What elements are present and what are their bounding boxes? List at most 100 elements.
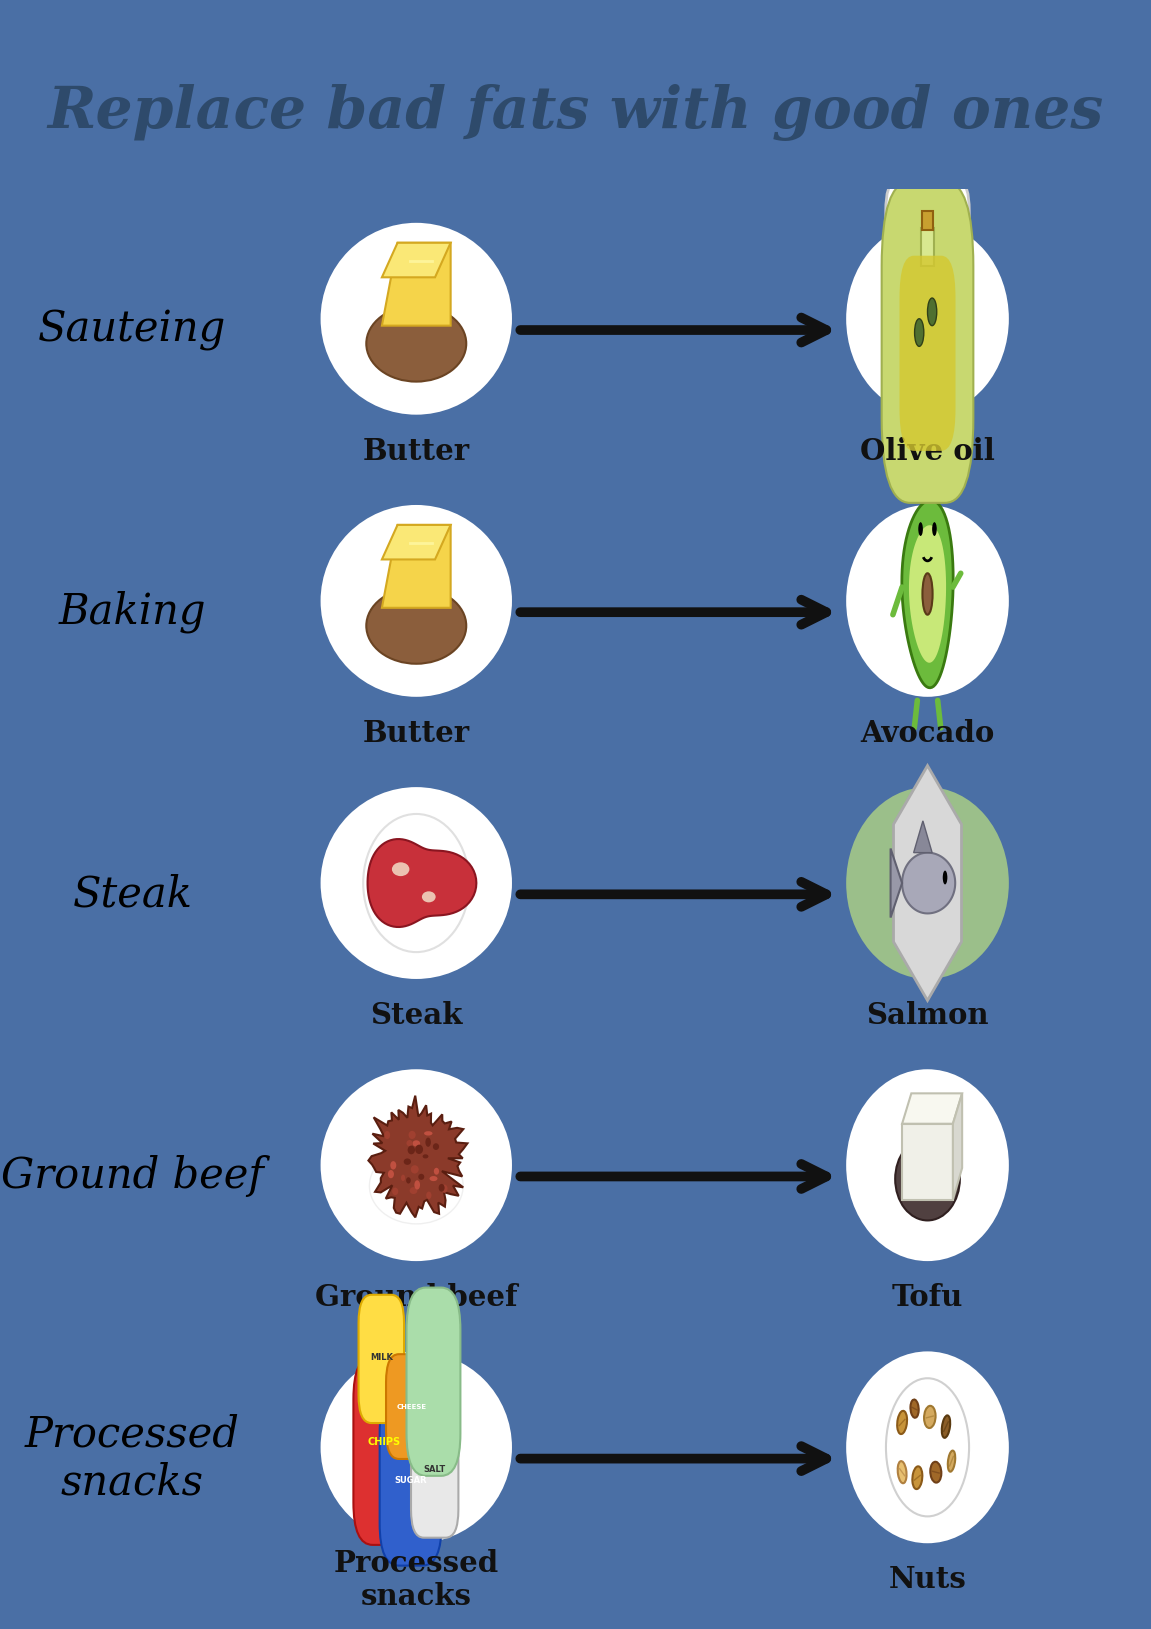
Text: Replace bad fats with good ones: Replace bad fats with good ones xyxy=(47,83,1104,140)
Text: CHEESE: CHEESE xyxy=(396,1404,426,1409)
Circle shape xyxy=(915,319,924,347)
Ellipse shape xyxy=(384,1131,390,1139)
Ellipse shape xyxy=(947,1450,955,1471)
Text: Avocado: Avocado xyxy=(861,718,994,748)
Ellipse shape xyxy=(429,1176,437,1181)
FancyBboxPatch shape xyxy=(406,1287,460,1476)
Circle shape xyxy=(943,870,947,885)
Text: Steak: Steak xyxy=(73,873,192,915)
Text: Sauteing: Sauteing xyxy=(38,310,227,350)
FancyBboxPatch shape xyxy=(359,1295,404,1424)
Ellipse shape xyxy=(411,1165,419,1173)
Bar xyxy=(902,1124,953,1199)
Ellipse shape xyxy=(409,1131,416,1139)
Ellipse shape xyxy=(433,1144,439,1150)
Ellipse shape xyxy=(422,891,435,902)
Ellipse shape xyxy=(846,505,1009,697)
Ellipse shape xyxy=(321,505,512,697)
Polygon shape xyxy=(909,525,946,663)
Polygon shape xyxy=(368,1096,467,1217)
Ellipse shape xyxy=(426,1137,430,1147)
Ellipse shape xyxy=(416,1145,424,1153)
Ellipse shape xyxy=(441,1184,448,1192)
Text: SALT: SALT xyxy=(424,1464,445,1474)
Ellipse shape xyxy=(410,1188,418,1194)
Ellipse shape xyxy=(424,1131,433,1135)
Ellipse shape xyxy=(388,1170,394,1178)
Ellipse shape xyxy=(846,787,1009,979)
Text: Butter: Butter xyxy=(363,718,470,748)
Ellipse shape xyxy=(321,787,512,979)
Ellipse shape xyxy=(392,1188,398,1196)
Ellipse shape xyxy=(412,1140,420,1147)
Ellipse shape xyxy=(414,1181,420,1189)
Circle shape xyxy=(932,523,937,536)
Polygon shape xyxy=(902,852,955,914)
Ellipse shape xyxy=(366,588,466,663)
FancyBboxPatch shape xyxy=(353,1357,416,1544)
Text: Ground beef: Ground beef xyxy=(1,1155,264,1197)
Ellipse shape xyxy=(439,1184,444,1192)
Ellipse shape xyxy=(924,1406,936,1429)
Ellipse shape xyxy=(846,1069,1009,1261)
FancyBboxPatch shape xyxy=(882,181,974,503)
Ellipse shape xyxy=(930,1461,942,1482)
Ellipse shape xyxy=(418,1175,425,1179)
Ellipse shape xyxy=(422,1155,428,1158)
Ellipse shape xyxy=(897,1411,907,1434)
Circle shape xyxy=(928,298,937,326)
Ellipse shape xyxy=(886,1378,969,1517)
Bar xyxy=(922,212,933,230)
Ellipse shape xyxy=(846,1352,1009,1543)
FancyBboxPatch shape xyxy=(886,182,969,461)
Text: Salmon: Salmon xyxy=(867,1002,989,1030)
Ellipse shape xyxy=(406,1178,411,1184)
Text: Ground beef: Ground beef xyxy=(315,1284,518,1313)
Text: Tofu: Tofu xyxy=(892,1284,963,1313)
Ellipse shape xyxy=(406,1140,413,1147)
Ellipse shape xyxy=(895,1137,960,1220)
Ellipse shape xyxy=(321,223,512,415)
Ellipse shape xyxy=(401,1175,405,1181)
Ellipse shape xyxy=(321,1352,512,1543)
Ellipse shape xyxy=(434,1168,439,1175)
Polygon shape xyxy=(902,500,953,687)
FancyBboxPatch shape xyxy=(380,1391,442,1565)
Text: MILK: MILK xyxy=(369,1354,392,1362)
Polygon shape xyxy=(382,243,451,277)
Ellipse shape xyxy=(321,1069,512,1261)
Text: Processed
snacks: Processed snacks xyxy=(334,1549,498,1611)
Ellipse shape xyxy=(369,1148,463,1223)
Polygon shape xyxy=(382,243,451,326)
Polygon shape xyxy=(382,525,451,559)
Ellipse shape xyxy=(407,1145,416,1155)
Ellipse shape xyxy=(910,1399,918,1417)
Polygon shape xyxy=(893,766,961,1000)
Text: Processed
snacks: Processed snacks xyxy=(25,1414,239,1504)
Text: CHIPS: CHIPS xyxy=(368,1437,401,1447)
Ellipse shape xyxy=(942,1416,951,1438)
Ellipse shape xyxy=(898,1461,907,1484)
Polygon shape xyxy=(914,821,932,852)
Polygon shape xyxy=(382,525,451,608)
Ellipse shape xyxy=(913,1466,922,1489)
Ellipse shape xyxy=(366,306,466,381)
Ellipse shape xyxy=(364,814,470,951)
FancyBboxPatch shape xyxy=(411,1398,458,1538)
FancyBboxPatch shape xyxy=(386,1354,436,1460)
Polygon shape xyxy=(902,1093,962,1124)
Text: Steak: Steak xyxy=(371,1002,463,1030)
Ellipse shape xyxy=(404,1158,411,1165)
Polygon shape xyxy=(367,839,477,927)
Polygon shape xyxy=(953,1093,962,1199)
Text: Baking: Baking xyxy=(59,591,206,634)
Text: SUGAR: SUGAR xyxy=(395,1476,427,1486)
FancyBboxPatch shape xyxy=(900,256,955,451)
Circle shape xyxy=(918,523,923,536)
Ellipse shape xyxy=(426,1191,432,1199)
Ellipse shape xyxy=(922,573,932,614)
Text: Nuts: Nuts xyxy=(889,1565,967,1595)
Polygon shape xyxy=(891,849,902,917)
Ellipse shape xyxy=(390,1161,396,1170)
Ellipse shape xyxy=(391,862,410,876)
